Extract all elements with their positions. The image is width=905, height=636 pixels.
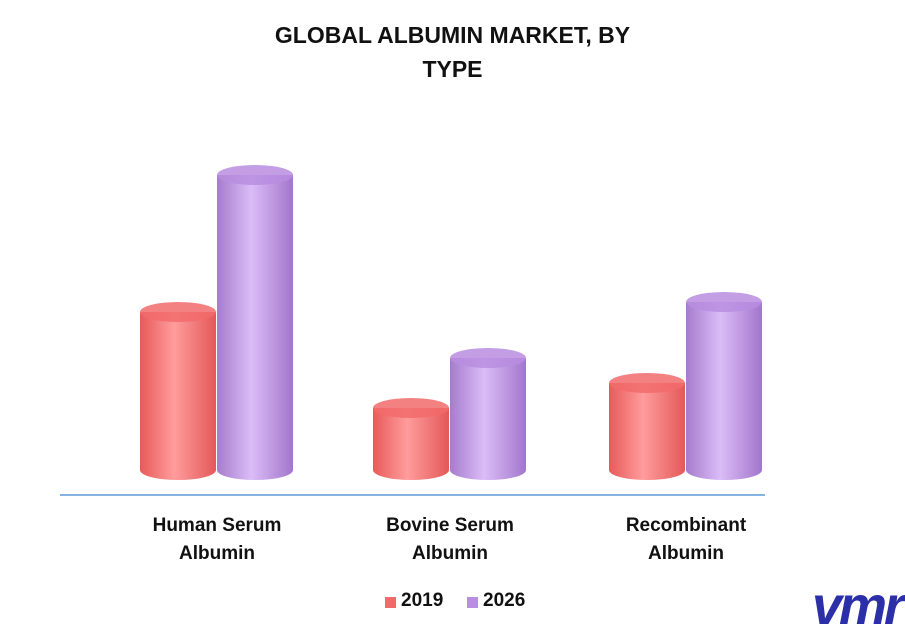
bar-top: [140, 302, 216, 322]
bar-body: [217, 175, 293, 480]
bar-top: [609, 373, 685, 393]
bar-body: [450, 358, 526, 480]
logo: vmr: [812, 576, 905, 636]
bar-body: [609, 383, 685, 480]
legend-label: 2026: [483, 590, 526, 611]
bar-body: [373, 408, 449, 480]
title-box: GLOBAL ALBUMIN MARKET, BY TYPE: [0, 18, 905, 86]
x-tick-label: Bovine Serum Albumin: [386, 515, 514, 564]
bar: [686, 292, 762, 480]
x-tick-label: Recombinant Albumin: [625, 515, 747, 564]
chart-title: GLOBAL ALBUMIN MARKET, BY TYPE: [274, 22, 631, 82]
bar-top: [450, 348, 526, 368]
bar: [609, 373, 685, 480]
x-tick-label: Human Serum Albumin: [152, 515, 282, 564]
bar: [217, 165, 293, 480]
legend-label: 2019: [401, 590, 444, 611]
legend-marker: [467, 597, 478, 608]
legend-marker: [385, 597, 396, 608]
bar-top: [686, 292, 762, 312]
bar: [373, 398, 449, 480]
bar-top: [373, 398, 449, 418]
bar: [140, 302, 216, 480]
bar-body: [686, 302, 762, 480]
bar: [450, 348, 526, 480]
bar-body: [140, 312, 216, 480]
bar-top: [217, 165, 293, 185]
